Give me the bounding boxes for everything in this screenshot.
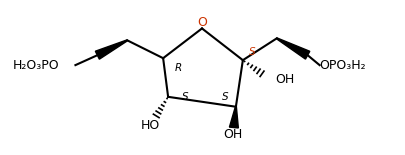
Text: S: S [222, 92, 228, 102]
Text: H₂O₃PO: H₂O₃PO [13, 59, 59, 72]
Text: OPO₃H₂: OPO₃H₂ [320, 59, 366, 72]
Text: OH: OH [223, 128, 243, 141]
Text: OH: OH [275, 73, 294, 86]
Polygon shape [95, 40, 128, 59]
Polygon shape [229, 107, 239, 128]
Text: S: S [182, 92, 188, 102]
Text: S: S [249, 47, 255, 57]
Polygon shape [277, 38, 310, 59]
Text: HO: HO [141, 119, 160, 132]
Text: O: O [197, 16, 207, 29]
Text: R: R [175, 63, 182, 73]
